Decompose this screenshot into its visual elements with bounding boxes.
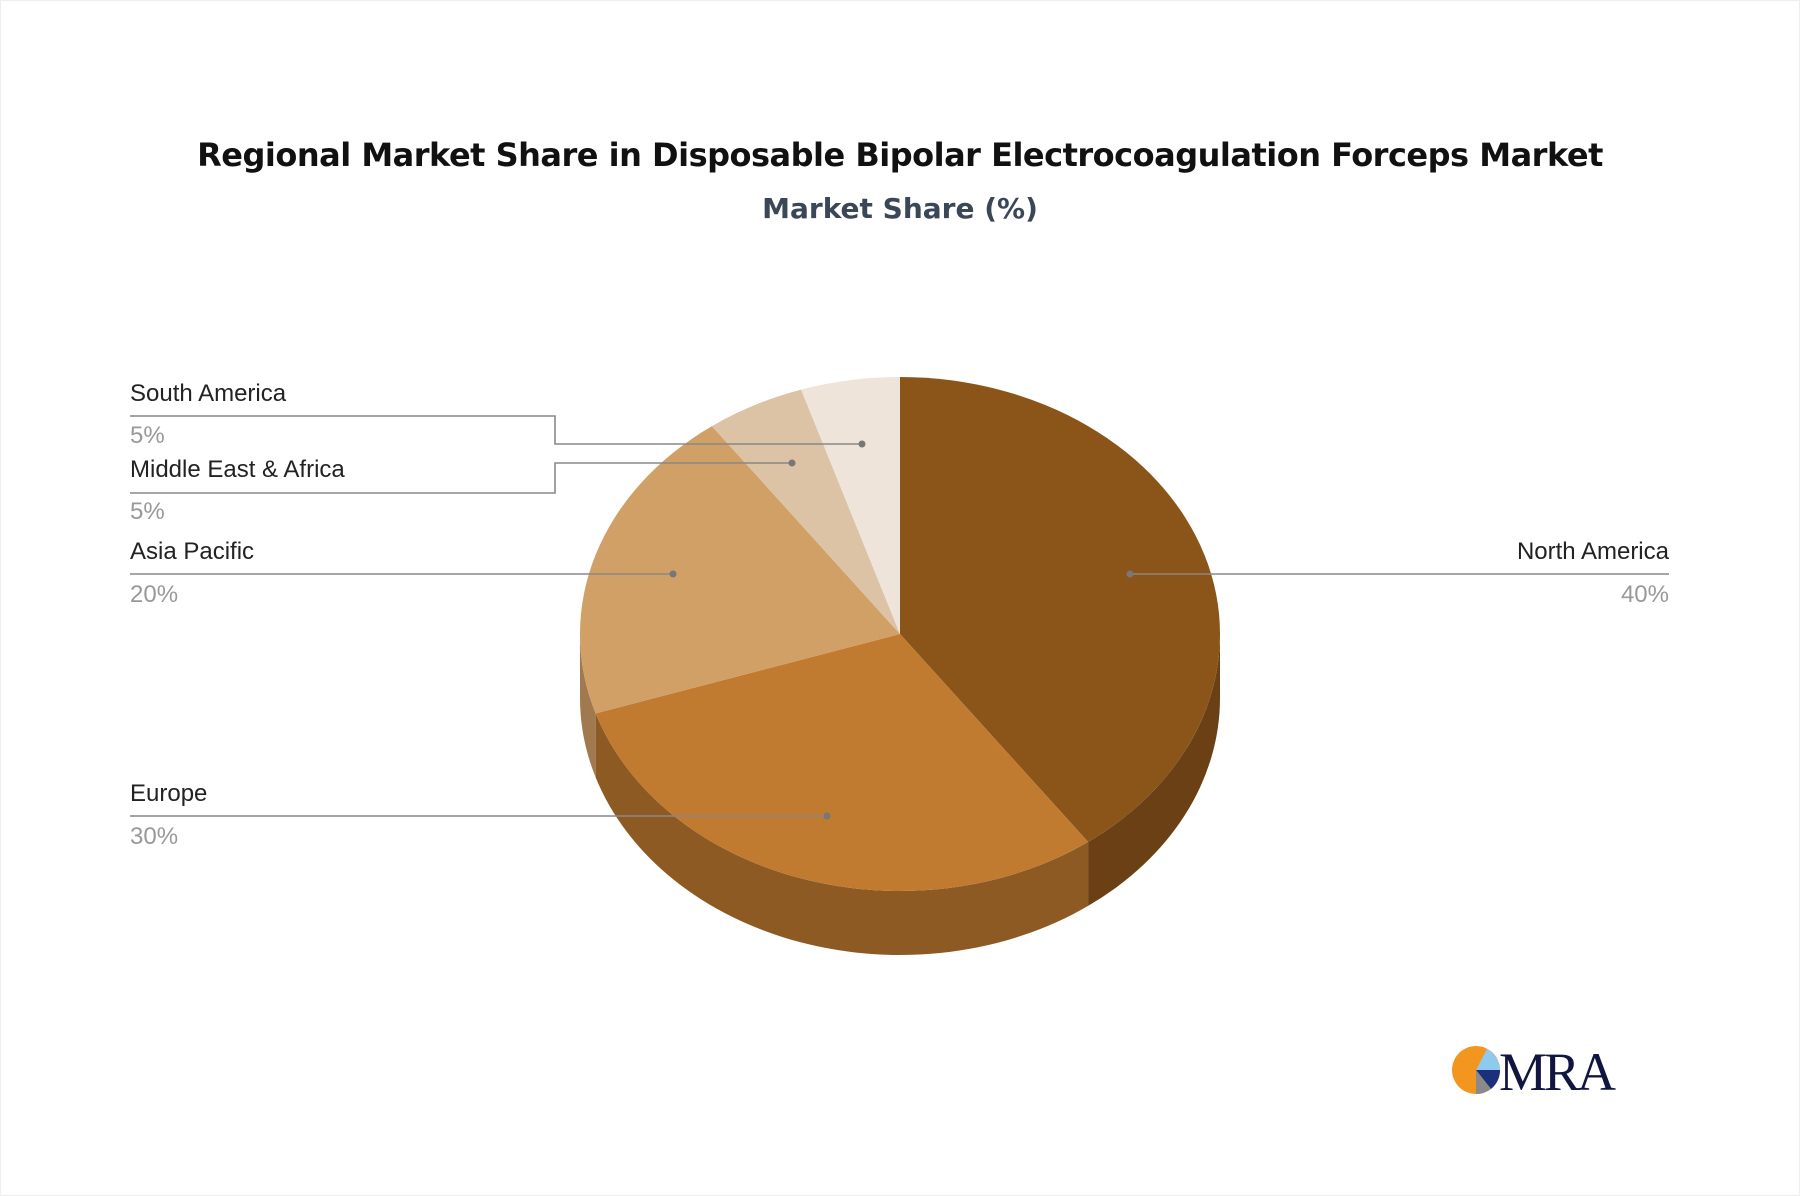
leader-dot-europe bbox=[823, 812, 831, 820]
pie-side-north-america bbox=[1088, 634, 1220, 906]
leader-line-south-america bbox=[130, 415, 862, 445]
label-middle-east-africa: Middle East & Africa bbox=[130, 456, 345, 483]
leader-dot-asia-pacific bbox=[669, 570, 677, 578]
leader-dot-middle-east-africa bbox=[788, 459, 796, 467]
pie-slice-asia-pacific[interactable] bbox=[580, 426, 900, 714]
pie-side-europe bbox=[595, 713, 1089, 956]
value-asia-pacific: 20% bbox=[130, 581, 179, 608]
svg-text:MRA: MRA bbox=[1499, 1042, 1616, 1100]
label-south-america: South America bbox=[130, 380, 287, 407]
label-asia-pacific: Asia Pacific bbox=[130, 538, 255, 565]
label-europe: Europe bbox=[130, 780, 208, 807]
value-europe: 30% bbox=[130, 823, 179, 850]
pie-slice-south-america[interactable] bbox=[801, 377, 900, 634]
value-north-america: 40% bbox=[1620, 581, 1669, 608]
pie-slice-north-america[interactable] bbox=[900, 377, 1221, 842]
chart-subtitle: Market Share (%) bbox=[762, 192, 1038, 225]
value-middle-east-africa: 5% bbox=[130, 498, 165, 525]
pie-slice-middle-east-africa[interactable] bbox=[711, 389, 900, 634]
leader-line-middle-east-africa bbox=[130, 462, 792, 494]
label-north-america: North America bbox=[1516, 538, 1669, 565]
mra-logo: MRA bbox=[1452, 1042, 1619, 1100]
pie-slice-europe[interactable] bbox=[595, 634, 1089, 892]
leader-dot-north-america bbox=[1126, 570, 1134, 578]
chart-title: Regional Market Share in Disposable Bipo… bbox=[197, 136, 1603, 174]
leader-dot-south-america bbox=[858, 440, 866, 448]
value-south-america: 5% bbox=[130, 422, 165, 449]
pie-side-asia-pacific bbox=[580, 634, 596, 778]
